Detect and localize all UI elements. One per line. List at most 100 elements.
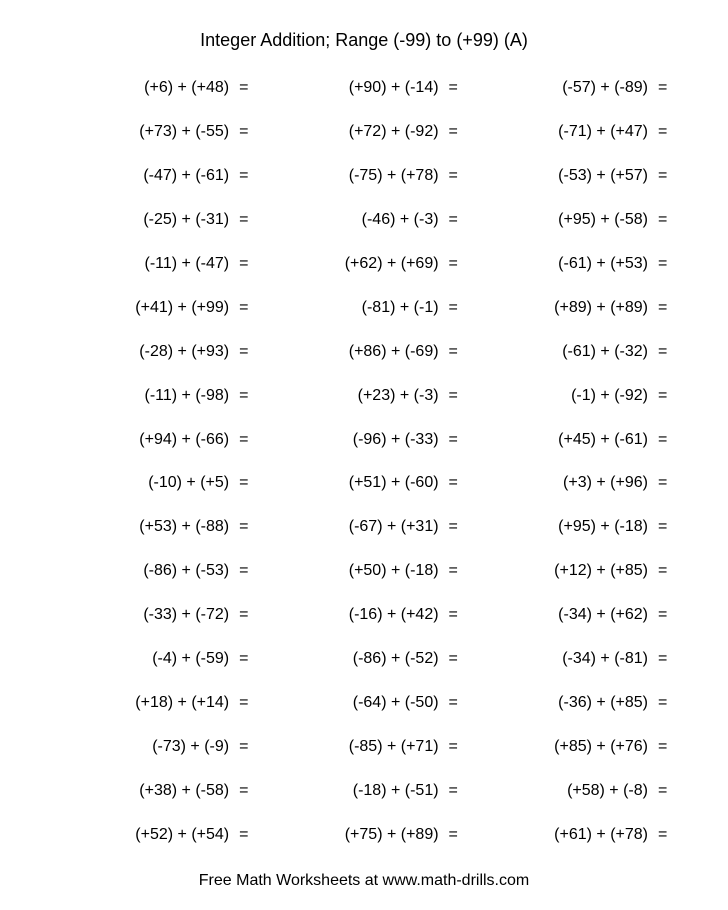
equals-sign: = — [239, 562, 259, 580]
equals-sign: = — [449, 431, 469, 449]
problem-expression: (-85) + (+71) — [259, 738, 448, 756]
problem-expression: (+6) + (+48) — [50, 79, 239, 97]
problem-cell: (-10) + (+5)= — [50, 474, 259, 492]
problem-row: (+52) + (+54)=(+75) + (+89)=(+61) + (+78… — [50, 826, 678, 844]
equals-sign: = — [658, 650, 678, 668]
problem-expression: (+75) + (+89) — [259, 826, 448, 844]
problem-expression: (-81) + (-1) — [259, 299, 448, 317]
problem-cell: (-1) + (-92)= — [469, 387, 678, 405]
problem-expression: (-57) + (-89) — [469, 79, 658, 97]
problem-cell: (-73) + (-9)= — [50, 738, 259, 756]
problem-cell: (+6) + (+48)= — [50, 79, 259, 97]
equals-sign: = — [239, 606, 259, 624]
equals-sign: = — [239, 650, 259, 668]
equals-sign: = — [658, 474, 678, 492]
problem-row: (-86) + (-53)=(+50) + (-18)=(+12) + (+85… — [50, 562, 678, 580]
problem-expression: (-11) + (-98) — [50, 387, 239, 405]
equals-sign: = — [239, 255, 259, 273]
problem-cell: (-34) + (+62)= — [469, 606, 678, 624]
worksheet-title: Integer Addition; Range (-99) to (+99) (… — [20, 30, 708, 51]
problem-cell: (-16) + (+42)= — [259, 606, 468, 624]
equals-sign: = — [449, 343, 469, 361]
problem-expression: (+51) + (-60) — [259, 474, 448, 492]
problem-cell: (-57) + (-89)= — [469, 79, 678, 97]
problem-cell: (-47) + (-61)= — [50, 167, 259, 185]
problem-expression: (+73) + (-55) — [50, 123, 239, 141]
equals-sign: = — [449, 782, 469, 800]
problem-expression: (+89) + (+89) — [469, 299, 658, 317]
problem-expression: (-71) + (+47) — [469, 123, 658, 141]
problem-expression: (+86) + (-69) — [259, 343, 448, 361]
problem-row: (-33) + (-72)=(-16) + (+42)=(-34) + (+62… — [50, 606, 678, 624]
problem-cell: (-28) + (+93)= — [50, 343, 259, 361]
problem-cell: (-61) + (+53)= — [469, 255, 678, 273]
problem-cell: (-4) + (-59)= — [50, 650, 259, 668]
equals-sign: = — [658, 826, 678, 844]
problem-row: (-11) + (-98)=(+23) + (-3)=(-1) + (-92)= — [50, 387, 678, 405]
problem-cell: (+73) + (-55)= — [50, 123, 259, 141]
equals-sign: = — [239, 431, 259, 449]
problem-row: (+73) + (-55)=(+72) + (-92)=(-71) + (+47… — [50, 123, 678, 141]
problem-expression: (+62) + (+69) — [259, 255, 448, 273]
problem-row: (-11) + (-47)=(+62) + (+69)=(-61) + (+53… — [50, 255, 678, 273]
problem-cell: (+86) + (-69)= — [259, 343, 468, 361]
problem-row: (-28) + (+93)=(+86) + (-69)=(-61) + (-32… — [50, 343, 678, 361]
problem-expression: (+3) + (+96) — [469, 474, 658, 492]
problem-cell: (+72) + (-92)= — [259, 123, 468, 141]
problem-expression: (+50) + (-18) — [259, 562, 448, 580]
equals-sign: = — [239, 167, 259, 185]
problem-expression: (-34) + (+62) — [469, 606, 658, 624]
problem-expression: (+38) + (-58) — [50, 782, 239, 800]
equals-sign: = — [658, 211, 678, 229]
problem-cell: (+3) + (+96)= — [469, 474, 678, 492]
problem-expression: (-33) + (-72) — [50, 606, 239, 624]
equals-sign: = — [658, 343, 678, 361]
problem-expression: (-11) + (-47) — [50, 255, 239, 273]
problem-expression: (+72) + (-92) — [259, 123, 448, 141]
equals-sign: = — [239, 211, 259, 229]
problem-expression: (-36) + (+85) — [469, 694, 658, 712]
problem-expression: (-75) + (+78) — [259, 167, 448, 185]
problem-cell: (-75) + (+78)= — [259, 167, 468, 185]
equals-sign: = — [449, 211, 469, 229]
equals-sign: = — [449, 79, 469, 97]
equals-sign: = — [239, 826, 259, 844]
problem-expression: (-86) + (-52) — [259, 650, 448, 668]
equals-sign: = — [449, 694, 469, 712]
problem-expression: (+58) + (-8) — [469, 782, 658, 800]
problem-cell: (-18) + (-51)= — [259, 782, 468, 800]
problem-cell: (+95) + (-18)= — [469, 518, 678, 536]
equals-sign: = — [658, 606, 678, 624]
problem-expression: (+94) + (-66) — [50, 431, 239, 449]
problem-cell: (-81) + (-1)= — [259, 299, 468, 317]
equals-sign: = — [658, 167, 678, 185]
problem-expression: (-67) + (+31) — [259, 518, 448, 536]
equals-sign: = — [239, 387, 259, 405]
problem-cell: (+41) + (+99)= — [50, 299, 259, 317]
problem-row: (+53) + (-88)=(-67) + (+31)=(+95) + (-18… — [50, 518, 678, 536]
equals-sign: = — [449, 518, 469, 536]
problem-cell: (-86) + (-52)= — [259, 650, 468, 668]
equals-sign: = — [239, 343, 259, 361]
problem-expression: (+41) + (+99) — [50, 299, 239, 317]
problem-expression: (-4) + (-59) — [50, 650, 239, 668]
problem-cell: (-85) + (+71)= — [259, 738, 468, 756]
problem-cell: (-33) + (-72)= — [50, 606, 259, 624]
problem-expression: (-86) + (-53) — [50, 562, 239, 580]
problem-cell: (+53) + (-88)= — [50, 518, 259, 536]
equals-sign: = — [449, 474, 469, 492]
problem-cell: (+89) + (+89)= — [469, 299, 678, 317]
problem-cell: (-11) + (-98)= — [50, 387, 259, 405]
problem-row: (+18) + (+14)=(-64) + (-50)=(-36) + (+85… — [50, 694, 678, 712]
problem-expression: (-28) + (+93) — [50, 343, 239, 361]
problem-cell: (-67) + (+31)= — [259, 518, 468, 536]
problem-expression: (-47) + (-61) — [50, 167, 239, 185]
problem-expression: (+52) + (+54) — [50, 826, 239, 844]
problem-expression: (+53) + (-88) — [50, 518, 239, 536]
problem-cell: (+94) + (-66)= — [50, 431, 259, 449]
problem-expression: (-46) + (-3) — [259, 211, 448, 229]
problem-expression: (-73) + (-9) — [50, 738, 239, 756]
equals-sign: = — [449, 123, 469, 141]
problem-cell: (-71) + (+47)= — [469, 123, 678, 141]
equals-sign: = — [449, 738, 469, 756]
